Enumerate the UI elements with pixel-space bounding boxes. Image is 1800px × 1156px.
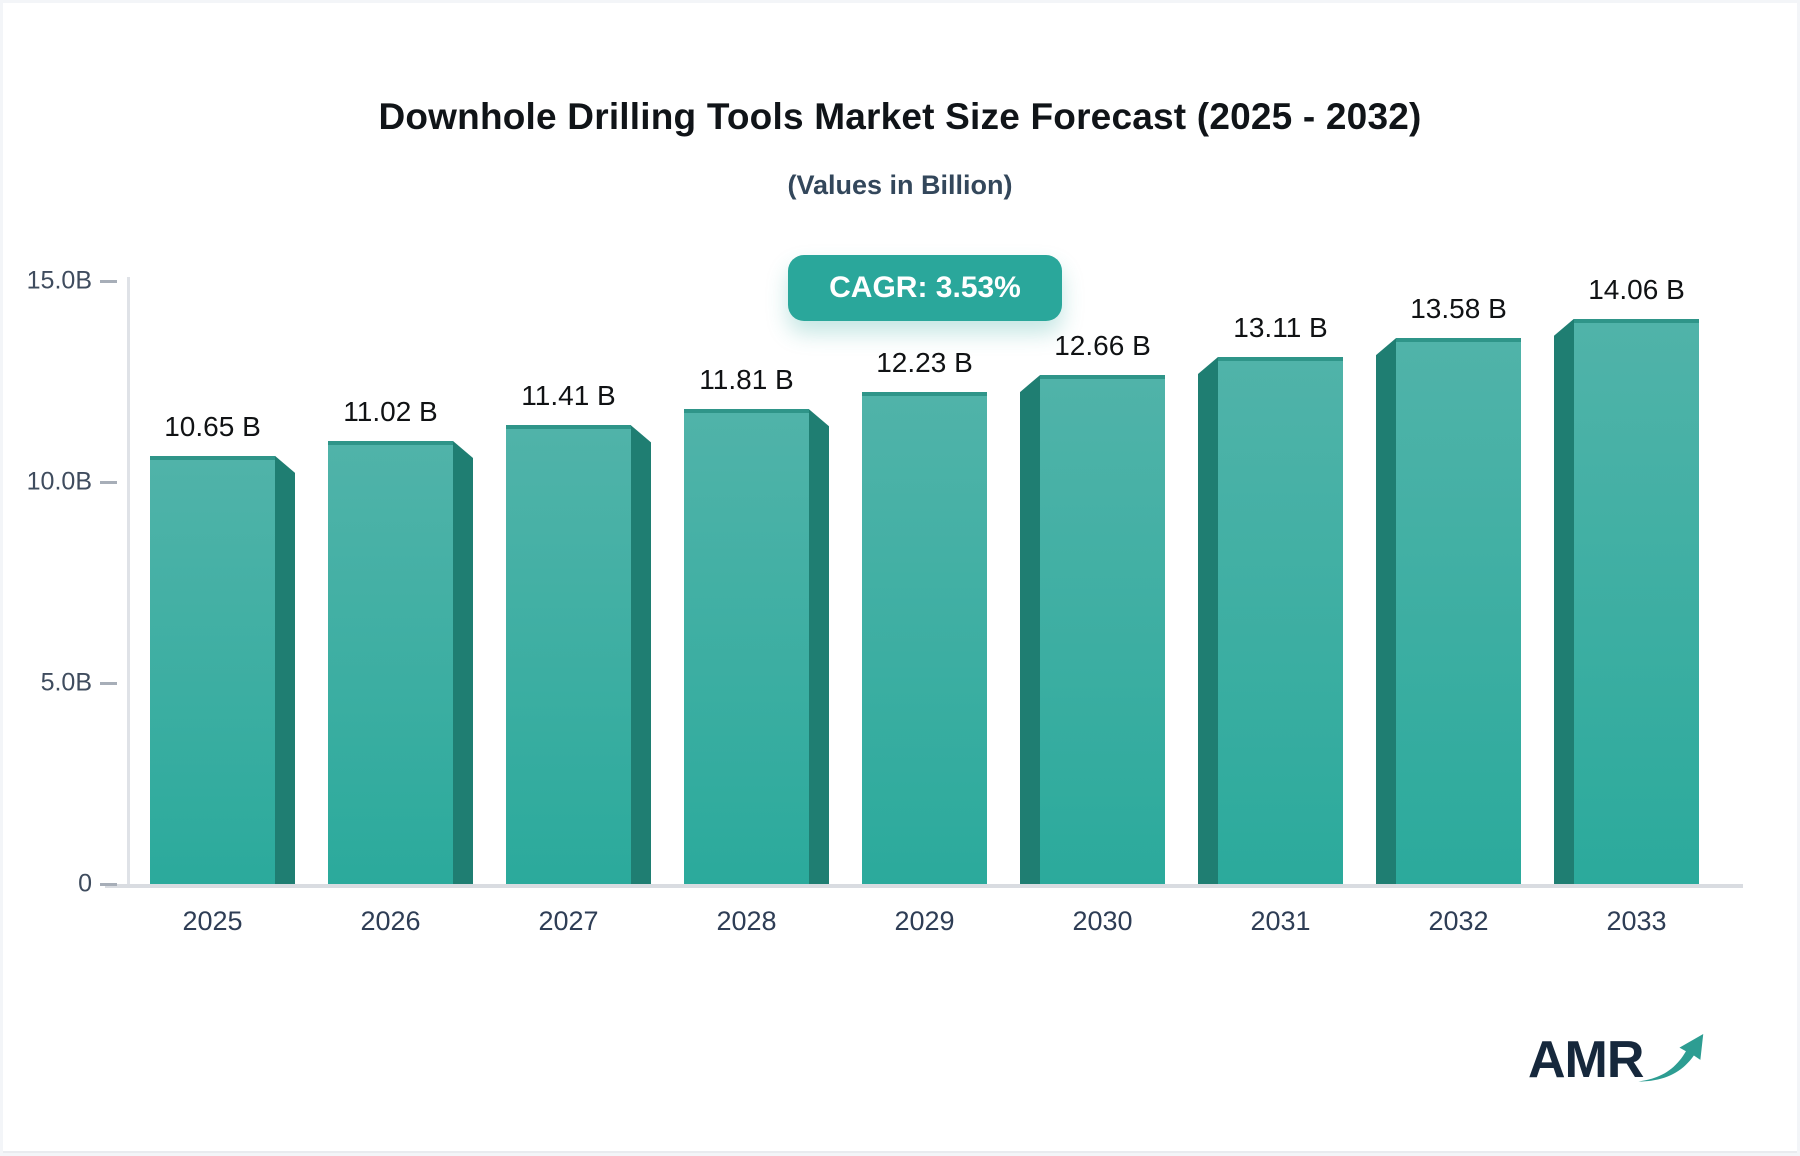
x-axis-label-2033: 2033 bbox=[1606, 906, 1667, 936]
y-tick-label: 0 bbox=[78, 869, 92, 898]
bar-side-panel-2030 bbox=[1020, 375, 1040, 884]
bar-2033 bbox=[1574, 318, 1699, 884]
bar-side-panel-2025 bbox=[275, 455, 295, 884]
x-axis-label-2028: 2028 bbox=[716, 906, 777, 936]
bar-side-panel-2028 bbox=[809, 409, 829, 884]
bar-value-label-2028: 11.81 B bbox=[699, 364, 794, 396]
x-axis-label-2026: 2026 bbox=[360, 906, 421, 936]
x-axis-label-2030: 2030 bbox=[1072, 906, 1133, 936]
bar-side-panel-2027 bbox=[631, 425, 651, 884]
cagr-badge: CAGR: 3.53% bbox=[788, 255, 1062, 321]
x-axis-label-2029: 2029 bbox=[894, 906, 955, 936]
y-tick-mark bbox=[100, 682, 117, 685]
y-tick-mark bbox=[100, 883, 117, 886]
bar-value-label-2032: 13.58 B bbox=[1410, 293, 1507, 325]
bar-value-label-2031: 13.11 B bbox=[1233, 311, 1328, 343]
bar-2025 bbox=[150, 455, 275, 884]
x-axis-baseline bbox=[105, 884, 1743, 888]
brand-logo-text: AMR bbox=[1528, 1031, 1644, 1089]
trend-up-arrow-icon bbox=[1638, 1033, 1704, 1082]
bar-value-label-2030: 12.66 B bbox=[1054, 330, 1151, 362]
x-axis-label-2027: 2027 bbox=[538, 906, 599, 936]
x-axis-label-2025: 2025 bbox=[182, 906, 243, 936]
y-tick-label: 5.0B bbox=[40, 668, 92, 697]
cagr-badge-label: CAGR: 3.53% bbox=[829, 271, 1021, 304]
brand-logo: AMR bbox=[1528, 1030, 1709, 1090]
chart-title: Downhole Drilling Tools Market Size Fore… bbox=[378, 96, 1422, 137]
y-tick-label: 10.0B bbox=[26, 467, 92, 496]
bar-value-label-2029: 12.23 B bbox=[876, 347, 973, 379]
bar-value-label-2027: 11.41 B bbox=[521, 380, 616, 412]
chart-subtitle: (Values in Billion) bbox=[787, 170, 1013, 200]
bar-2031 bbox=[1218, 356, 1343, 884]
y-tick-label: 15.0B bbox=[26, 266, 92, 295]
y-tick-mark bbox=[100, 280, 117, 283]
bar-value-label-2025: 10.65 B bbox=[164, 410, 261, 442]
bar-2028 bbox=[684, 409, 809, 884]
bar-side-panel-2026 bbox=[453, 440, 473, 884]
bar-2032 bbox=[1396, 338, 1521, 884]
bar-side-panel-2033 bbox=[1554, 318, 1574, 884]
bar-2029 bbox=[862, 392, 987, 884]
bar-side-panel-2031 bbox=[1198, 356, 1218, 884]
bar-value-label-2026: 11.02 B bbox=[343, 395, 438, 427]
y-tick-mark bbox=[100, 481, 117, 484]
bar-2026 bbox=[328, 440, 453, 884]
x-axis-label-2032: 2032 bbox=[1428, 906, 1489, 936]
bar-value-label-2033: 14.06 B bbox=[1588, 273, 1685, 305]
bar-2027 bbox=[506, 425, 631, 884]
y-axis-line bbox=[127, 277, 130, 888]
x-axis-label-2031: 2031 bbox=[1250, 906, 1311, 936]
bar-side-panel-2032 bbox=[1376, 338, 1396, 884]
bar-2030 bbox=[1040, 375, 1165, 884]
